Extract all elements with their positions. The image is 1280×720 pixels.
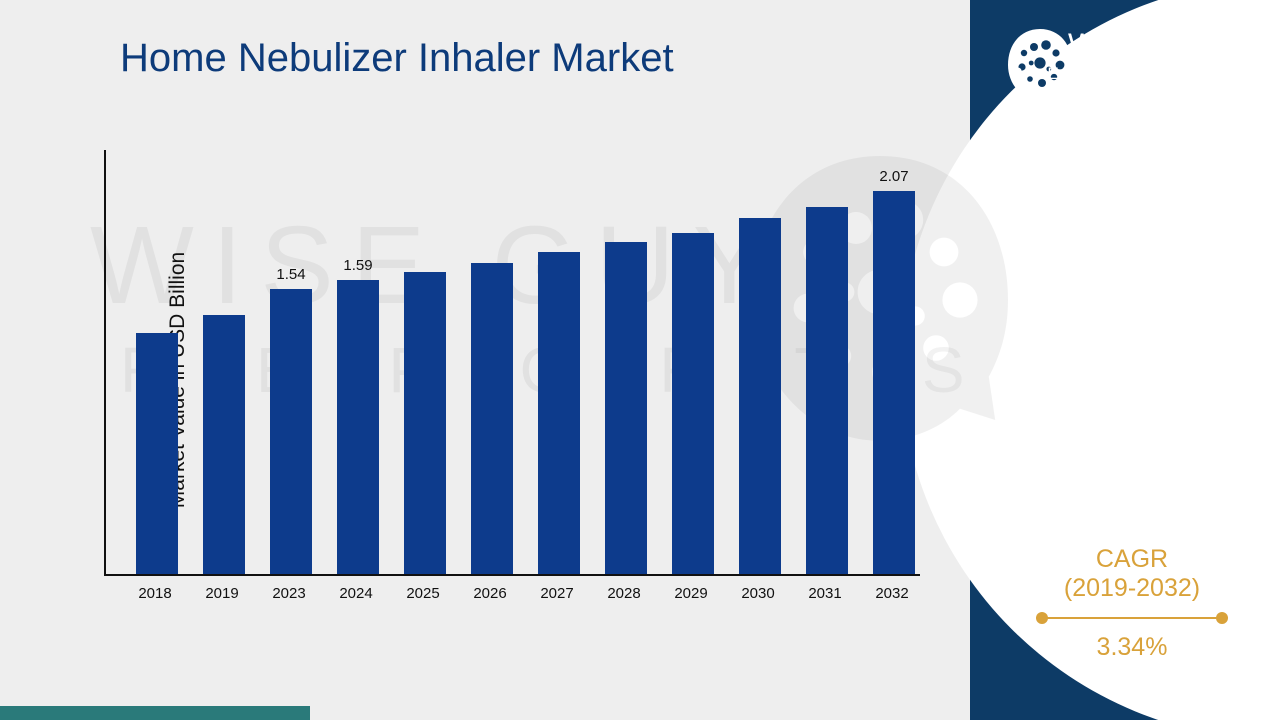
cagr-block: CAGR (2019-2032) 3.34% [1042, 545, 1222, 662]
bar [203, 315, 245, 574]
bar [873, 191, 915, 574]
plot-area: 1.541.592.07 [104, 150, 920, 576]
x-tick-label: 2026 [473, 585, 506, 602]
bar [605, 242, 647, 574]
x-tick-label: 2031 [808, 585, 841, 602]
x-tick-label: 2023 [272, 585, 305, 602]
bar [404, 272, 446, 574]
x-tick-label: 2028 [607, 585, 640, 602]
bottom-accent-bar [0, 706, 310, 720]
bar-value-label: 1.54 [256, 266, 326, 283]
cagr-divider-icon [1042, 617, 1222, 619]
infographic-stage: WISE GUY R E P O R T S WISE GUY R E P O … [0, 0, 1280, 720]
logo-line1: WISE GUY [1010, 28, 1250, 62]
logo-line2: R E P O R T S [1010, 64, 1250, 84]
bar [270, 289, 312, 574]
bar [806, 207, 848, 574]
cagr-value: 3.34% [1042, 633, 1222, 662]
x-tick-label: 2018 [138, 585, 171, 602]
x-tick-label: 2030 [741, 585, 774, 602]
x-tick-label: 2029 [674, 585, 707, 602]
chart-container: Market Value in USD Billion 1.541.592.07… [50, 150, 920, 610]
bar [471, 263, 513, 574]
bar [672, 233, 714, 574]
bar [337, 280, 379, 574]
x-tick-label: 2019 [205, 585, 238, 602]
bar [739, 218, 781, 574]
x-tick-label: 2032 [875, 585, 908, 602]
bar [136, 333, 178, 574]
bar-value-label: 1.59 [323, 257, 393, 274]
cagr-label: CAGR [1042, 545, 1222, 574]
x-tick-label: 2024 [339, 585, 372, 602]
chart-title: Home Nebulizer Inhaler Market [120, 36, 674, 81]
x-tick-label: 2027 [540, 585, 573, 602]
x-tick-label: 2025 [406, 585, 439, 602]
bar [538, 252, 580, 574]
bar-value-label: 2.07 [859, 168, 929, 185]
brand-logo-text: WISE GUY R E P O R T S [1010, 28, 1250, 84]
cagr-period: (2019-2032) [1042, 574, 1222, 603]
